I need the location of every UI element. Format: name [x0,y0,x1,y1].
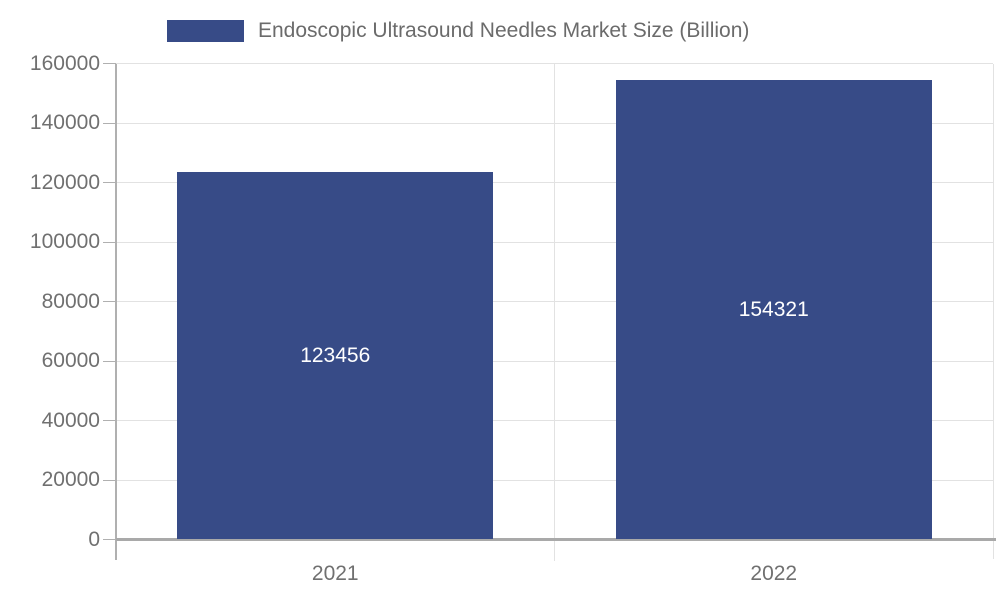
bar[interactable] [615,80,932,540]
y-tick-label: 140000 [29,111,100,134]
bar[interactable] [177,172,494,540]
y-tick-label: 100000 [29,230,100,253]
y-tick-label: 20000 [41,468,100,491]
gridline-vertical [554,63,555,561]
x-axis-line [116,538,996,541]
y-tick [103,63,116,64]
bar-value-label: 123456 [300,343,371,367]
legend-swatch [167,20,244,42]
y-tick [103,539,116,540]
y-tick [103,420,116,421]
y-tick-label: 160000 [29,51,100,75]
y-tick [103,479,116,481]
y-tick [103,122,116,124]
x-tick-label: 2022 [750,562,798,585]
y-tick-label: 60000 [41,349,100,372]
plot-border-right [992,63,994,559]
bar-value-label: 154321 [738,297,809,321]
y-tick [103,182,116,183]
y-tick [103,360,116,362]
legend[interactable]: Endoscopic Ultrasound Needles Market Siz… [167,20,749,42]
y-tick-label: 0 [88,527,100,551]
y-tick [103,241,116,243]
x-tick-label: 2021 [311,562,359,585]
y-tick [103,301,116,302]
y-axis-line [115,63,117,560]
legend-label: Endoscopic Ultrasound Needles Market Siz… [258,19,750,42]
y-tick-label: 40000 [41,408,100,432]
y-tick-label: 80000 [41,289,100,313]
y-tick-label: 120000 [29,170,100,194]
